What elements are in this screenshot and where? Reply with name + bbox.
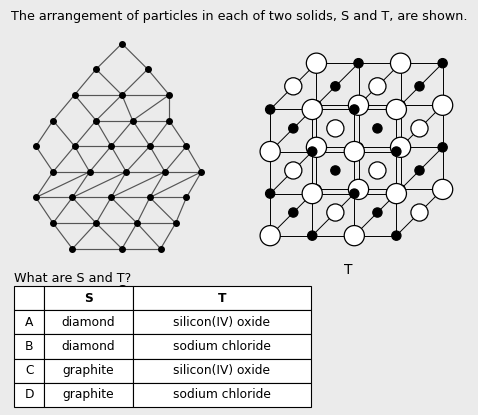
Circle shape bbox=[411, 204, 428, 221]
Bar bbox=[44, 286, 133, 310]
Circle shape bbox=[350, 189, 359, 198]
Circle shape bbox=[433, 95, 453, 115]
Circle shape bbox=[308, 231, 317, 240]
Circle shape bbox=[386, 99, 406, 120]
Bar bbox=[44, 359, 133, 383]
Circle shape bbox=[392, 147, 401, 156]
Circle shape bbox=[391, 137, 411, 157]
Bar bbox=[14, 383, 44, 407]
Circle shape bbox=[373, 124, 382, 133]
Circle shape bbox=[438, 143, 447, 152]
Circle shape bbox=[331, 166, 340, 175]
Circle shape bbox=[266, 189, 275, 198]
Text: The arrangement of particles in each of two solids, S and T, are shown.: The arrangement of particles in each of … bbox=[11, 10, 467, 23]
Circle shape bbox=[348, 179, 369, 200]
Circle shape bbox=[308, 147, 317, 156]
Text: diamond: diamond bbox=[62, 316, 115, 329]
Text: D: D bbox=[24, 388, 34, 401]
Circle shape bbox=[391, 53, 411, 73]
Circle shape bbox=[348, 95, 369, 115]
Circle shape bbox=[415, 166, 424, 175]
Circle shape bbox=[354, 59, 363, 68]
Bar bbox=[133, 286, 311, 310]
Text: T: T bbox=[344, 263, 352, 277]
Bar bbox=[14, 334, 44, 359]
Text: silicon(IV) oxide: silicon(IV) oxide bbox=[174, 316, 270, 329]
Circle shape bbox=[369, 162, 386, 179]
Bar bbox=[133, 310, 311, 334]
Circle shape bbox=[306, 137, 326, 157]
Text: A: A bbox=[25, 316, 33, 329]
Circle shape bbox=[344, 226, 364, 246]
Circle shape bbox=[306, 53, 326, 73]
Text: diamond: diamond bbox=[62, 340, 115, 353]
Bar bbox=[44, 310, 133, 334]
Text: graphite: graphite bbox=[63, 364, 114, 377]
Circle shape bbox=[396, 185, 405, 194]
Bar bbox=[133, 383, 311, 407]
Circle shape bbox=[331, 82, 340, 91]
Text: S: S bbox=[84, 292, 93, 305]
Circle shape bbox=[350, 105, 359, 114]
Circle shape bbox=[302, 99, 322, 120]
Bar bbox=[14, 359, 44, 383]
Circle shape bbox=[312, 100, 321, 110]
Circle shape bbox=[289, 208, 298, 217]
Bar bbox=[133, 359, 311, 383]
Circle shape bbox=[354, 143, 363, 152]
Circle shape bbox=[396, 100, 405, 110]
Circle shape bbox=[392, 231, 401, 240]
Circle shape bbox=[373, 208, 382, 217]
Bar bbox=[14, 310, 44, 334]
Circle shape bbox=[285, 78, 302, 95]
Circle shape bbox=[386, 183, 406, 204]
Circle shape bbox=[302, 183, 322, 204]
Text: What are S and T?: What are S and T? bbox=[14, 272, 131, 285]
Text: T: T bbox=[217, 292, 226, 305]
Bar bbox=[44, 383, 133, 407]
Text: graphite: graphite bbox=[63, 388, 114, 401]
Bar bbox=[14, 286, 44, 310]
Circle shape bbox=[411, 120, 428, 137]
Text: B: B bbox=[25, 340, 33, 353]
Circle shape bbox=[266, 105, 275, 114]
Circle shape bbox=[327, 204, 344, 221]
Circle shape bbox=[369, 78, 386, 95]
Bar bbox=[133, 334, 311, 359]
Bar bbox=[44, 334, 133, 359]
Circle shape bbox=[312, 185, 321, 194]
Circle shape bbox=[415, 82, 424, 91]
Circle shape bbox=[438, 59, 447, 68]
Text: C: C bbox=[25, 364, 33, 377]
Text: silicon(IV) oxide: silicon(IV) oxide bbox=[174, 364, 270, 377]
Circle shape bbox=[260, 142, 280, 161]
Circle shape bbox=[433, 179, 453, 200]
Text: S: S bbox=[118, 284, 126, 298]
Text: sodium chloride: sodium chloride bbox=[173, 388, 271, 401]
Circle shape bbox=[327, 120, 344, 137]
Circle shape bbox=[344, 142, 364, 161]
Text: sodium chloride: sodium chloride bbox=[173, 340, 271, 353]
Circle shape bbox=[285, 162, 302, 179]
Circle shape bbox=[289, 124, 298, 133]
Circle shape bbox=[260, 226, 280, 246]
